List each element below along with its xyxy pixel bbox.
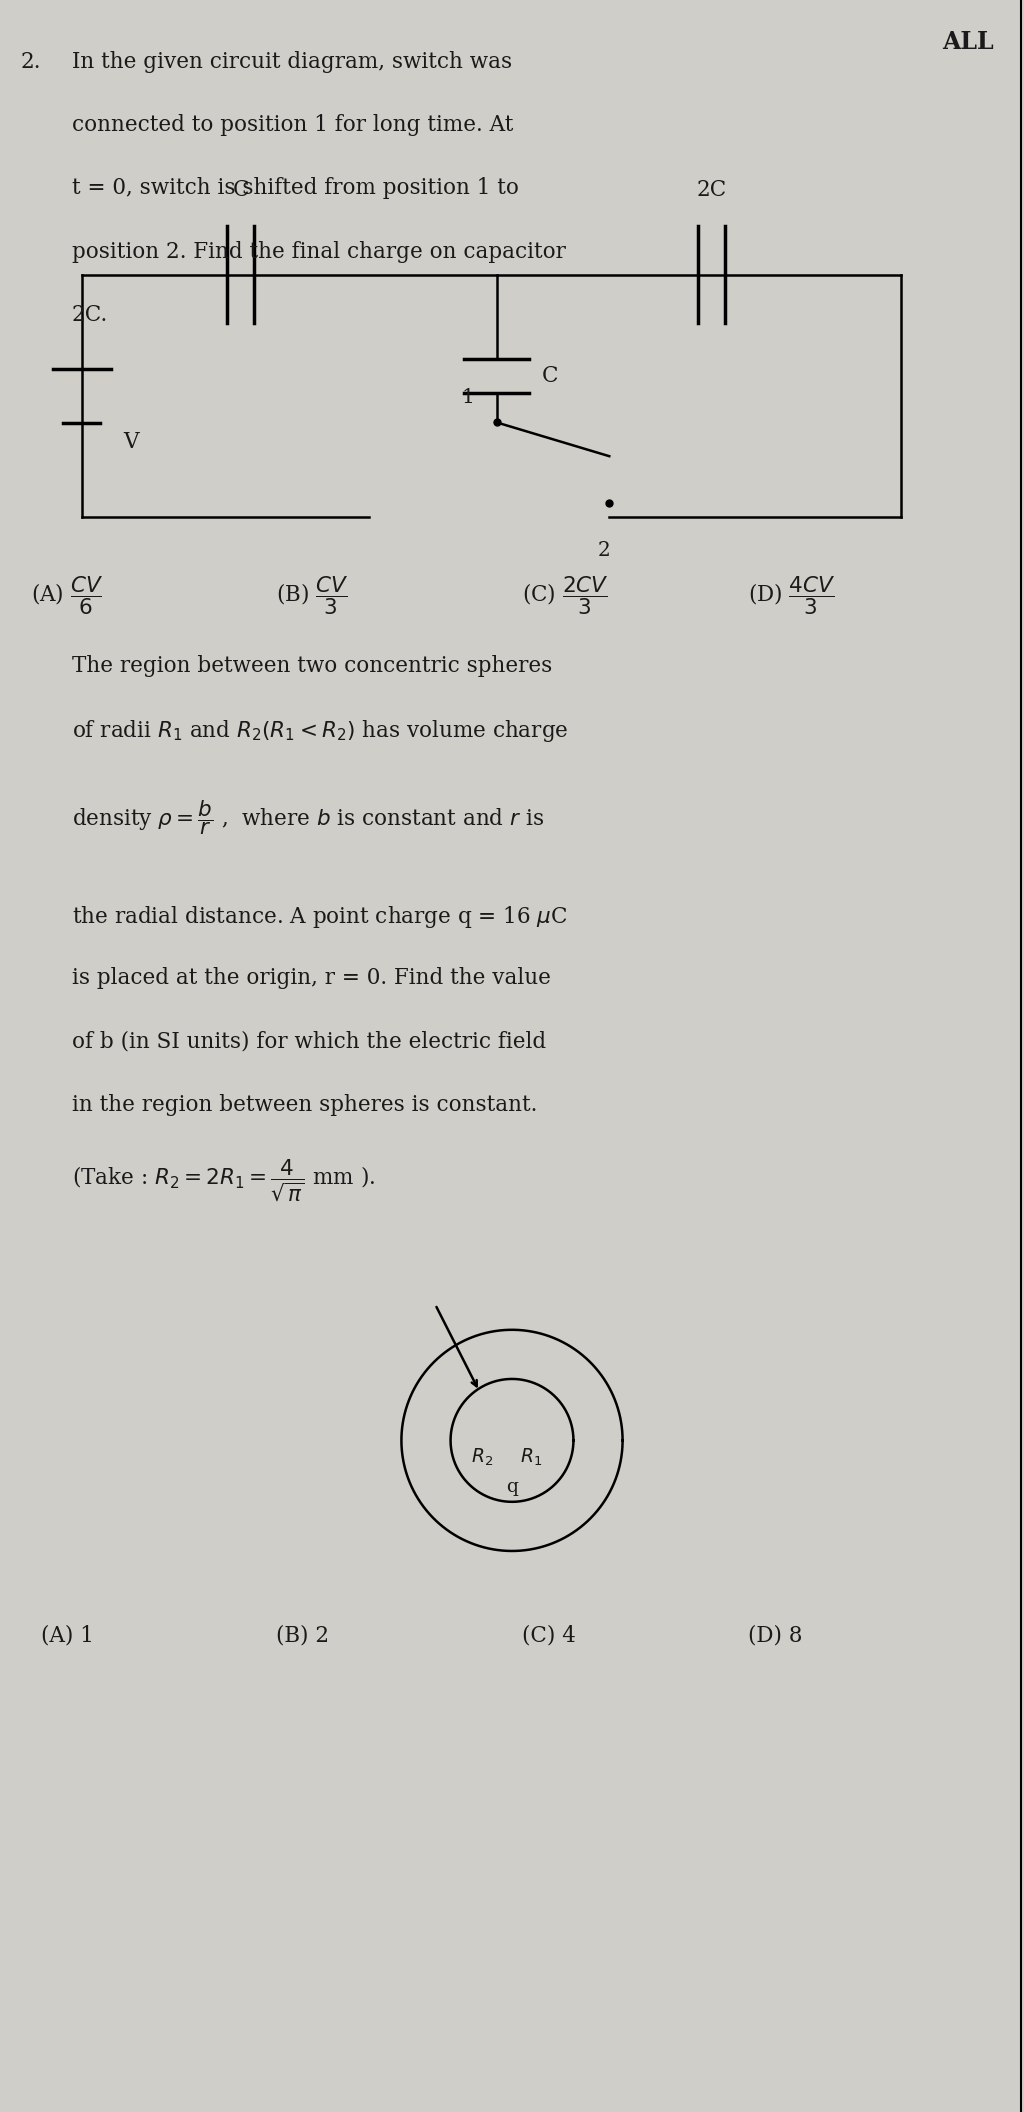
Text: 2C: 2C bbox=[696, 180, 727, 201]
Text: connected to position 1 for long time. At: connected to position 1 for long time. A… bbox=[72, 114, 513, 135]
Text: (A) 1: (A) 1 bbox=[41, 1624, 94, 1647]
Text: $R_1$: $R_1$ bbox=[520, 1447, 543, 1468]
Text: in the region between spheres is constant.: in the region between spheres is constan… bbox=[72, 1094, 537, 1115]
Text: 1: 1 bbox=[461, 389, 474, 406]
Text: t = 0, switch is shifted from position 1 to: t = 0, switch is shifted from position 1… bbox=[72, 177, 518, 199]
Text: C: C bbox=[542, 365, 558, 386]
Text: (D) $\dfrac{4CV}{3}$: (D) $\dfrac{4CV}{3}$ bbox=[748, 574, 835, 617]
Text: The region between two concentric spheres: The region between two concentric sphere… bbox=[72, 655, 552, 676]
Text: (A) $\dfrac{CV}{6}$: (A) $\dfrac{CV}{6}$ bbox=[31, 574, 102, 617]
Text: position 2. Find the final charge on capacitor: position 2. Find the final charge on cap… bbox=[72, 241, 565, 262]
Text: q: q bbox=[506, 1478, 518, 1495]
Text: of radii $R_1$ and $R_2(R_1 < R_2)$ has volume charge: of radii $R_1$ and $R_2(R_1 < R_2)$ has … bbox=[72, 718, 568, 743]
Text: 2: 2 bbox=[598, 541, 610, 560]
Text: 2.: 2. bbox=[20, 51, 41, 72]
Text: 2C.: 2C. bbox=[72, 304, 108, 325]
Text: (B) 2: (B) 2 bbox=[276, 1624, 330, 1647]
Text: (C) 4: (C) 4 bbox=[522, 1624, 577, 1647]
Text: In the given circuit diagram, switch was: In the given circuit diagram, switch was bbox=[72, 51, 512, 72]
Text: V: V bbox=[123, 431, 138, 454]
Text: (Take : $R_2 = 2R_1 = \dfrac{4}{\sqrt{\pi}}$ mm ).: (Take : $R_2 = 2R_1 = \dfrac{4}{\sqrt{\p… bbox=[72, 1157, 375, 1204]
Text: $R_2$: $R_2$ bbox=[471, 1447, 494, 1468]
Text: (B) $\dfrac{CV}{3}$: (B) $\dfrac{CV}{3}$ bbox=[276, 574, 349, 617]
Text: (D) 8: (D) 8 bbox=[748, 1624, 802, 1647]
Text: ALL: ALL bbox=[942, 30, 993, 53]
Text: C: C bbox=[232, 180, 249, 201]
Text: (C) $\dfrac{2CV}{3}$: (C) $\dfrac{2CV}{3}$ bbox=[522, 574, 609, 617]
Text: density $\rho = \dfrac{b}{r}$ ,  where $b$ is constant and $r$ is: density $\rho = \dfrac{b}{r}$ , where $b… bbox=[72, 798, 544, 836]
Text: of b (in SI units) for which the electric field: of b (in SI units) for which the electri… bbox=[72, 1031, 546, 1052]
Text: is placed at the origin, r = 0. Find the value: is placed at the origin, r = 0. Find the… bbox=[72, 967, 551, 988]
Text: the radial distance. A point charge q = 16 $\mu$C: the radial distance. A point charge q = … bbox=[72, 904, 567, 929]
